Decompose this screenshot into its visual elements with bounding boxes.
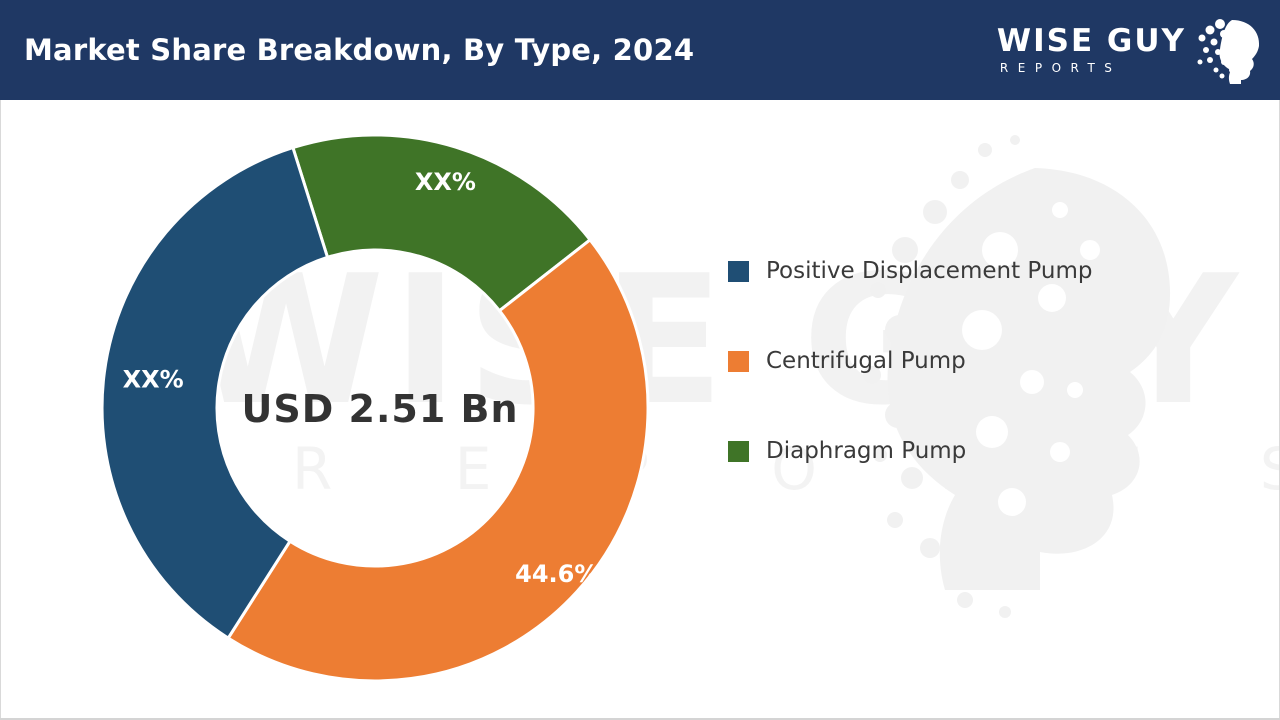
segment-percent-label-positive-displacement-pump: XX%: [123, 366, 184, 394]
segment-percent-label-centrifugal-pump: 44.6%: [515, 560, 598, 588]
legend-item-centrifugal-pump: Centrifugal Pump: [728, 340, 966, 382]
segment-percent-label-diaphragm-pump: XX%: [415, 168, 476, 196]
wise-guy-reports-logo: WISE GUY REPORTS: [997, 14, 1262, 86]
logo-wise-guy-text: WISE GUY: [996, 22, 1186, 59]
legend-swatch-green: [728, 440, 749, 462]
frame-border-bottom: [0, 718, 1280, 720]
legend-label: Positive Displacement Pump: [766, 258, 1093, 284]
legend-swatch-orange: [728, 350, 749, 372]
donut-segment-positive-displacement-pump: [100, 146, 329, 640]
frame-border-left: [0, 100, 1, 720]
legend-item-positive-displacement-pump: Positive Displacement Pump: [728, 250, 1092, 292]
legend-label: Centrifugal Pump: [766, 348, 966, 374]
chart-center-value: USD 2.51 Bn: [242, 387, 519, 431]
donut-segment-diaphragm-pump: [291, 133, 592, 313]
legend-swatch-blue: [728, 260, 749, 282]
header-bar: Market Share Breakdown, By Type, 2024 WI…: [0, 0, 1280, 100]
legend-label: Diaphragm Pump: [766, 438, 967, 464]
legend-item-diaphragm-pump: Diaphragm Pump: [728, 430, 966, 472]
logo-face-icon: [1197, 19, 1260, 84]
donut-segment-centrifugal-pump: [226, 238, 650, 683]
logo-reports-text: REPORTS: [999, 60, 1122, 75]
page-title: Market Share Breakdown, By Type, 2024: [24, 33, 695, 67]
